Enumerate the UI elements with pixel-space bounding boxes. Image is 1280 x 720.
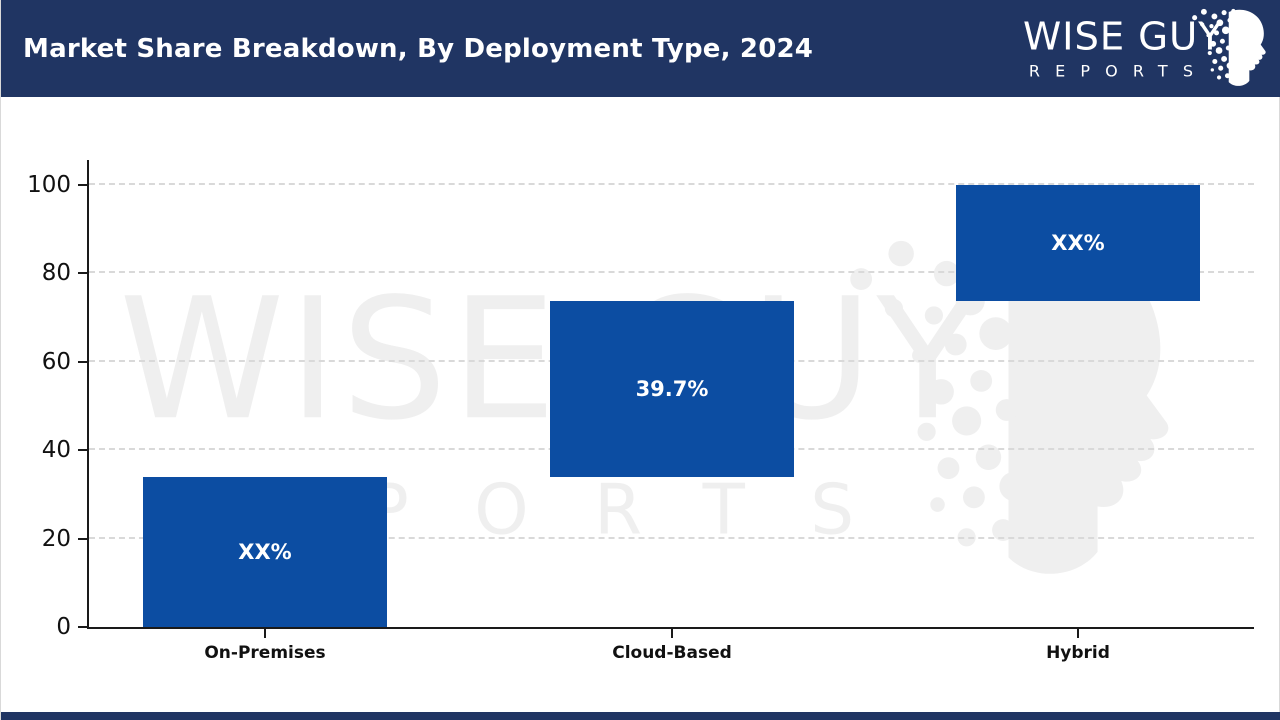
x-category-label-cloud-based: Cloud-Based (612, 643, 732, 663)
gridline-100 (89, 183, 1254, 185)
y-tick-mark-100 (78, 184, 87, 186)
y-tick-mark-40 (78, 449, 87, 452)
bar-cloud-based: 39.7% (550, 301, 794, 477)
x-axis-line (87, 627, 1254, 629)
x-tick-mark-3 (1077, 629, 1079, 638)
x-tick-mark-2 (671, 629, 673, 638)
x-category-label-on-premises: On-Premises (204, 643, 326, 663)
x-tick-mark-1 (264, 629, 266, 638)
wiseguy-reports-logo (1023, 8, 1266, 86)
y-tick-mark-80 (78, 272, 87, 275)
bar-value-label: XX% (238, 539, 292, 564)
y-tick-label-100: 100 (27, 172, 71, 198)
footer-bar (1, 712, 1280, 720)
plot-area: 0 20 40 60 80 100 XX% On-Premises 39.7% Cloud-Bas… (27, 160, 1254, 663)
header-bar: Market Share Breakdown, By Deployment Ty… (1, 0, 1280, 97)
y-tick-label-60: 60 (41, 348, 71, 375)
y-tick-mark-0 (78, 626, 87, 628)
y-axis-line (87, 160, 89, 629)
x-category-label-hybrid: Hybrid (1046, 643, 1110, 663)
bar-value-label: XX% (1051, 231, 1105, 256)
chart-title: Market Share Breakdown, By Deployment Ty… (23, 33, 814, 64)
y-tick-label-20: 20 (41, 525, 71, 552)
y-tick-label-80: 80 (41, 260, 71, 287)
y-tick-label-0: 0 (56, 614, 71, 640)
y-tick-mark-60 (78, 360, 87, 363)
bar-value-label: 39.7% (635, 377, 709, 401)
bar-hybrid: XX% (956, 185, 1200, 302)
y-tick-label-40: 40 (41, 437, 71, 464)
y-tick-mark-20 (78, 537, 87, 540)
bar-on-premises: XX% (143, 476, 387, 627)
